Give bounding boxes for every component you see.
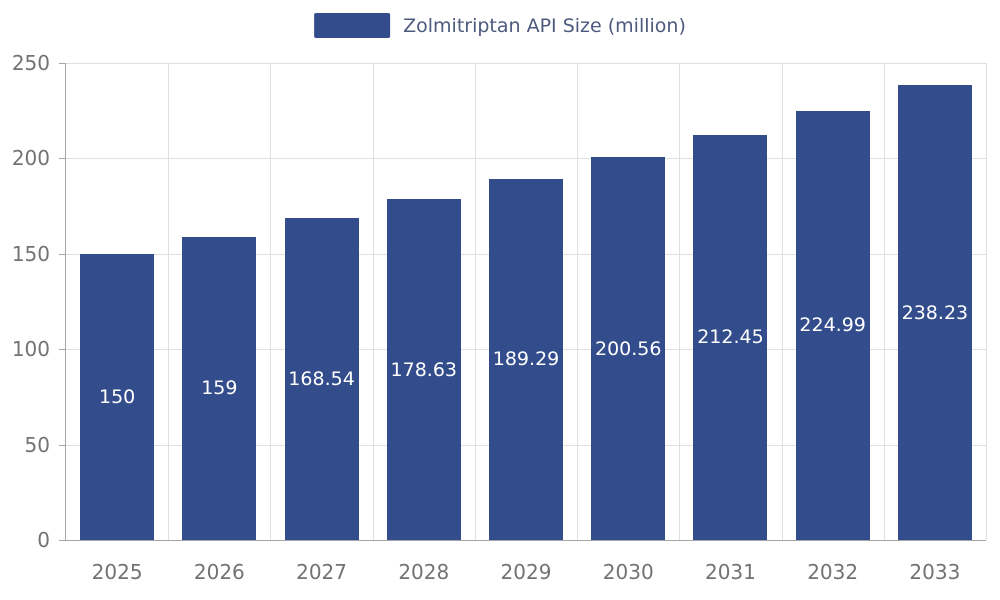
y-axis-tick (59, 349, 66, 351)
bar (795, 110, 870, 540)
legend-swatch (314, 13, 391, 38)
x-tick-label: 2033 (909, 560, 961, 584)
bar (897, 85, 972, 540)
legend-label: Zolmitriptan API Size (million) (403, 14, 686, 37)
y-axis-tick (59, 540, 66, 541)
x-tick-label: 2030 (602, 560, 654, 584)
gridline-vertical (577, 63, 579, 540)
y-tick-label: 0 (37, 528, 50, 552)
x-tick-label: 2028 (398, 560, 450, 584)
bar-value-label: 212.45 (697, 326, 764, 349)
y-tick-label: 150 (11, 241, 50, 266)
bar (182, 236, 257, 540)
x-tick-label: 2032 (807, 560, 859, 584)
bar-value-label: 238.23 (901, 301, 969, 324)
gridline-vertical (474, 63, 476, 540)
bar-value-label: 159 (201, 377, 238, 400)
y-axis-tick (59, 253, 66, 255)
bar-value-label: 224.99 (799, 314, 866, 337)
bar (591, 157, 666, 540)
gridline-horizontal (66, 63, 986, 64)
x-tick-label: 2025 (91, 560, 143, 584)
bar (693, 134, 768, 540)
chart-legend[interactable]: Zolmitriptan API Size (million) (314, 13, 686, 38)
gridline-vertical (372, 63, 374, 540)
x-tick-label: 2027 (296, 560, 347, 584)
bar-value-label: 150 (98, 385, 136, 408)
bar-value-label: 168.54 (288, 368, 355, 391)
bar-value-label: 189.29 (492, 348, 560, 371)
y-axis-tick (59, 444, 66, 446)
y-tick-label: 50 (24, 432, 50, 457)
bar (489, 178, 563, 540)
bar (386, 199, 461, 540)
plot-area: 0 50 100 150 200 250 150 2025 159 2026 168.54 2027 1… (12, 51, 987, 584)
gridline-vertical (986, 63, 987, 540)
gridline-horizontal (66, 158, 986, 160)
gridline-vertical (883, 63, 885, 540)
x-tick-label: 2026 (193, 560, 245, 584)
gridline-vertical (270, 63, 272, 540)
y-axis-tick (59, 63, 66, 64)
gridline-vertical (168, 63, 170, 540)
bar (80, 253, 155, 540)
bar-value-label: 178.63 (390, 358, 458, 381)
bar-value-label: 200.56 (594, 337, 662, 360)
gridline-vertical (781, 63, 783, 540)
y-tick-label: 200 (11, 146, 50, 171)
y-tick-label: 100 (11, 337, 50, 362)
x-tick-label: 2029 (500, 560, 552, 584)
bar (284, 218, 359, 540)
gridline-vertical (679, 63, 681, 540)
x-tick-label: 2031 (704, 560, 756, 584)
y-axis-tick (59, 158, 66, 160)
y-tick-label: 250 (11, 51, 50, 75)
